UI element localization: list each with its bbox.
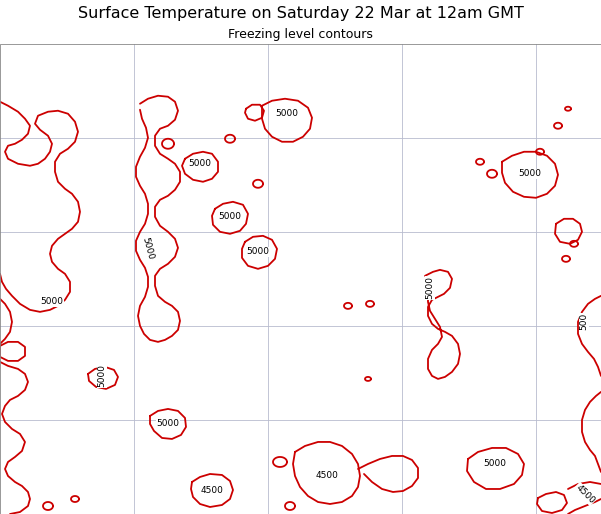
Text: 500: 500 <box>579 313 588 331</box>
Text: 4500: 4500 <box>316 471 338 481</box>
Text: 5000: 5000 <box>275 109 299 118</box>
Text: 5000: 5000 <box>141 236 155 261</box>
Text: 5000: 5000 <box>219 212 242 222</box>
Text: 5000: 5000 <box>519 169 542 178</box>
Text: 5000: 5000 <box>189 159 212 168</box>
Text: 5000: 5000 <box>483 460 507 468</box>
Text: 5000: 5000 <box>40 298 64 306</box>
Text: Surface Temperature on Saturday 22 Mar at 12am GMT: Surface Temperature on Saturday 22 Mar a… <box>78 7 523 22</box>
Text: 4500: 4500 <box>574 483 596 505</box>
Text: Freezing level contours: Freezing level contours <box>228 28 373 41</box>
Text: 4500: 4500 <box>201 486 224 495</box>
Text: 5000: 5000 <box>156 419 180 429</box>
Text: 5000: 5000 <box>426 277 435 299</box>
Text: 5000: 5000 <box>97 364 106 388</box>
Text: 5000: 5000 <box>246 247 269 256</box>
